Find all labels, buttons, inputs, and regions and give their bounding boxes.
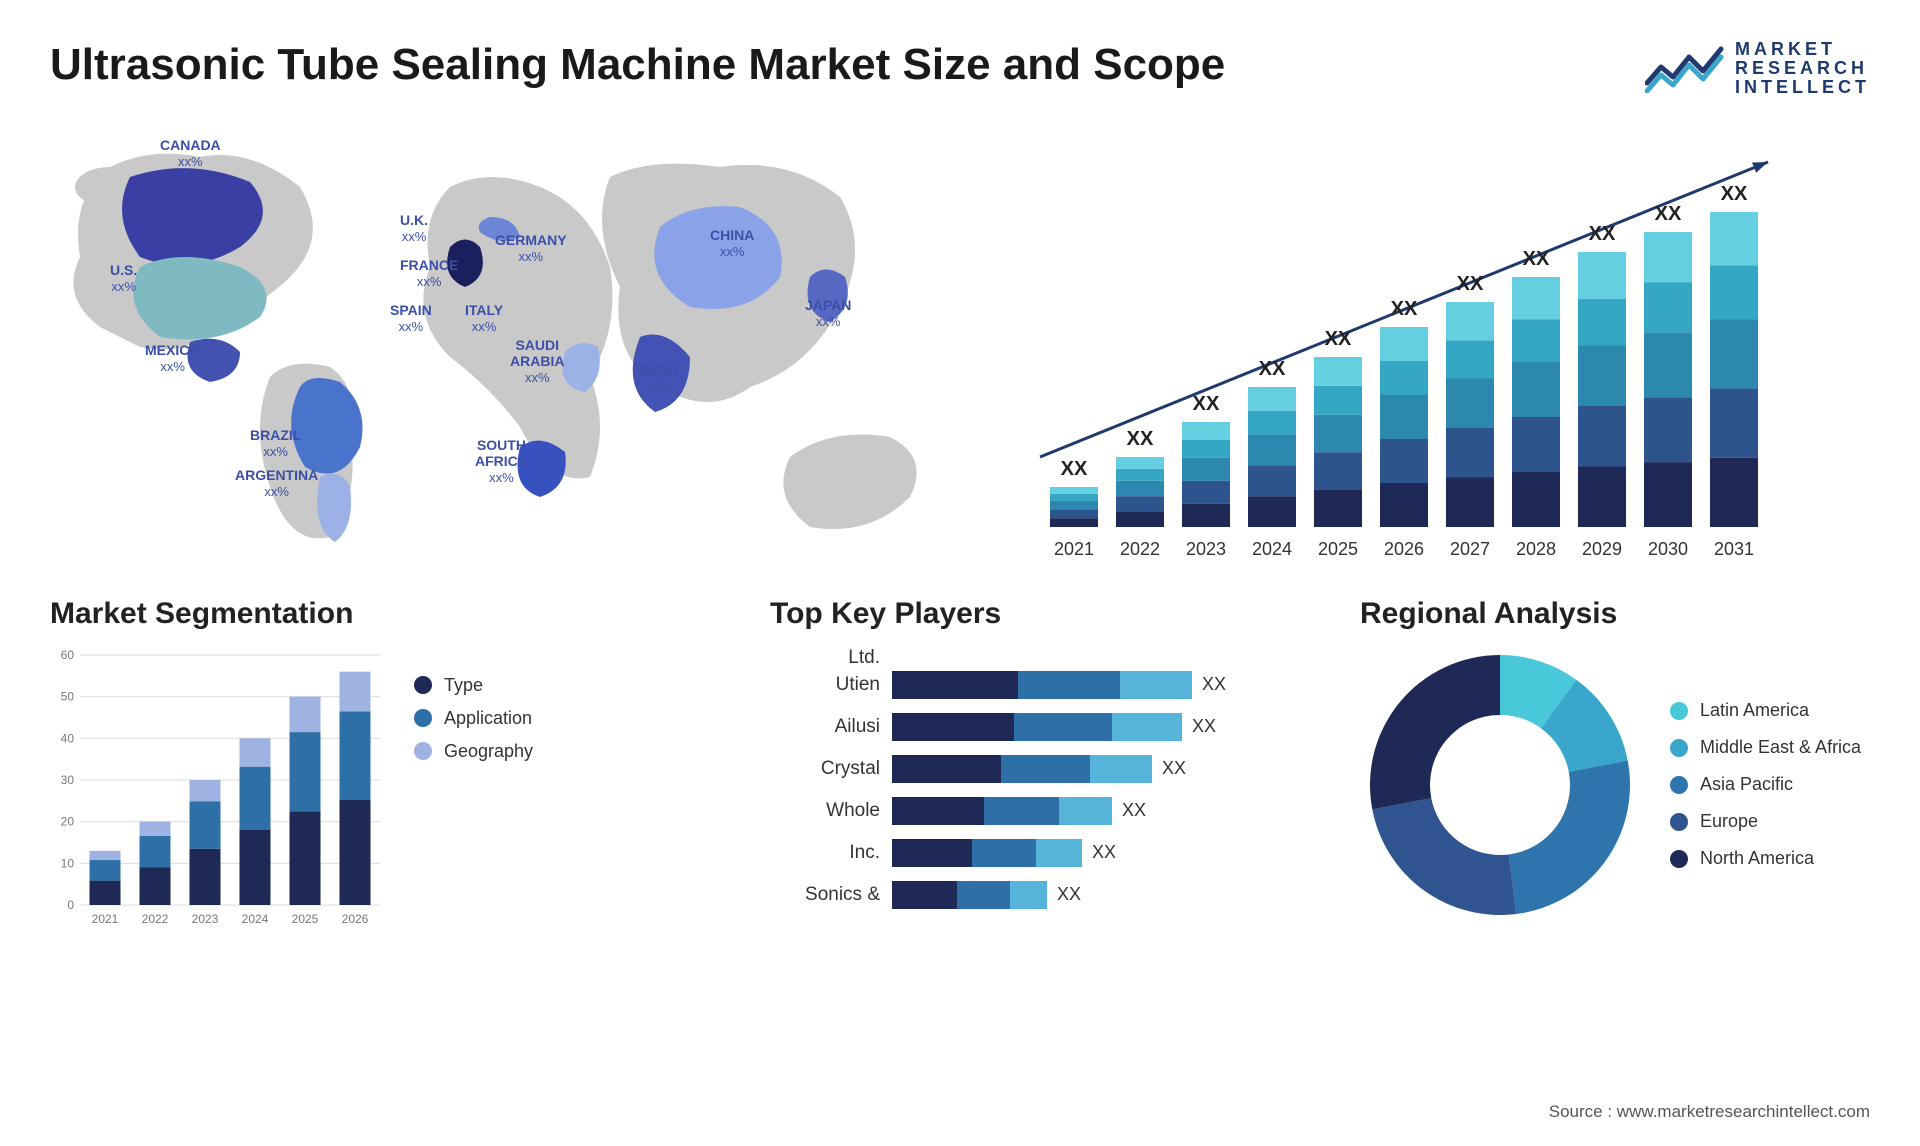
player-labels: Ltd. Utien Ailusi Crystal Whole Inc. Sonics &: [770, 645, 880, 909]
segmentation-title: Market Segmentation: [50, 597, 730, 631]
logo-icon: [1645, 43, 1725, 93]
player-bars: XX XX XX XX XX XX: [892, 645, 1320, 909]
svg-text:2027: 2027: [1450, 539, 1490, 559]
map-label: MEXICOxx%: [145, 342, 200, 375]
region-legend-item: Asia Pacific: [1670, 774, 1861, 795]
map-label: FRANCExx%: [400, 257, 458, 290]
map-label: SAUDIARABIAxx%: [510, 337, 564, 386]
player-label: Inc.: [849, 839, 880, 867]
map-label: U.K.xx%: [400, 212, 428, 245]
map-label: CHINAxx%: [710, 227, 754, 260]
svg-text:XX: XX: [1193, 393, 1220, 415]
map-label: CANADAxx%: [160, 137, 221, 170]
map-label: SPAINxx%: [390, 302, 432, 335]
segmentation-panel: Market Segmentation 0 10 20 30 40 50 60 2021 20…: [50, 597, 730, 935]
svg-text:0: 0: [67, 898, 74, 912]
region-legend-item: North America: [1670, 848, 1861, 869]
page-title: Ultrasonic Tube Sealing Machine Market S…: [50, 40, 1225, 90]
map-label: INDIAxx%: [640, 362, 678, 395]
svg-text:60: 60: [61, 648, 75, 662]
player-bar-row: XX: [892, 881, 1320, 909]
svg-text:2023: 2023: [192, 912, 219, 926]
svg-text:10: 10: [61, 856, 75, 870]
svg-text:XX: XX: [1325, 328, 1352, 350]
brand-logo: MARKET RESEARCH INTELLECT: [1645, 40, 1870, 97]
segmentation-legend-item: Geography: [414, 741, 533, 762]
regional-analysis-panel: Regional Analysis Latin America Middle Ea…: [1360, 597, 1870, 935]
svg-text:2025: 2025: [292, 912, 319, 926]
svg-text:2024: 2024: [242, 912, 269, 926]
svg-text:20: 20: [61, 814, 75, 828]
player-bar-row: XX: [892, 671, 1320, 699]
segmentation-legend-item: Type: [414, 675, 533, 696]
map-label: BRAZILxx%: [250, 427, 301, 460]
players-title: Top Key Players: [770, 597, 1320, 631]
logo-line1: MARKET: [1735, 40, 1870, 59]
segmentation-legend-item: Application: [414, 708, 533, 729]
growth-bar-chart: 2021 XX 2022 XX 2023 XX 2024 XX 2025 XX 2026 XX 2027…: [1010, 127, 1870, 567]
regions-title: Regional Analysis: [1360, 597, 1870, 631]
world-map-panel: CANADAxx% U.S.xx% MEXICOxx% U.K.xx% FRANCExx…: [50, 127, 970, 557]
player-bar-row: XX: [892, 755, 1320, 783]
svg-text:2025: 2025: [1318, 539, 1358, 559]
player-label: Utien: [836, 671, 880, 699]
map-label: JAPANxx%: [805, 297, 851, 330]
regional-donut-chart: [1360, 645, 1640, 925]
svg-text:XX: XX: [1721, 183, 1748, 205]
svg-text:2022: 2022: [142, 912, 169, 926]
svg-text:XX: XX: [1061, 458, 1088, 480]
player-label: Crystal: [821, 755, 880, 783]
map-label: GERMANYxx%: [495, 232, 567, 265]
region-legend-item: Europe: [1670, 811, 1861, 832]
regional-legend: Latin America Middle East & Africa Asia Pa…: [1670, 700, 1861, 869]
region-legend-item: Latin America: [1670, 700, 1861, 721]
svg-text:XX: XX: [1391, 298, 1418, 320]
player-label: Sonics &: [805, 881, 880, 909]
player-bar-row: XX: [892, 839, 1320, 867]
player-header-label: Ltd.: [848, 649, 880, 667]
svg-text:XX: XX: [1127, 428, 1154, 450]
svg-text:30: 30: [61, 773, 75, 787]
svg-text:XX: XX: [1589, 223, 1616, 245]
map-label: ITALYxx%: [465, 302, 503, 335]
svg-text:XX: XX: [1523, 248, 1550, 270]
svg-text:2024: 2024: [1252, 539, 1292, 559]
svg-text:2029: 2029: [1582, 539, 1622, 559]
svg-text:XX: XX: [1457, 273, 1484, 295]
svg-text:2026: 2026: [342, 912, 369, 926]
svg-text:2022: 2022: [1120, 539, 1160, 559]
segmentation-legend: Type Application Geography: [414, 645, 533, 935]
growth-chart-panel: 2021 XX 2022 XX 2023 XX 2024 XX 2025 XX 2026 XX 2027…: [1010, 127, 1870, 557]
logo-line2: RESEARCH: [1735, 59, 1870, 78]
region-legend-item: Middle East & Africa: [1670, 737, 1861, 758]
source-attribution: Source : www.marketresearchintellect.com: [1549, 1102, 1870, 1122]
player-label: Ailusi: [835, 713, 880, 741]
player-bar-row: XX: [892, 797, 1320, 825]
map-label: SOUTHAFRICAxx%: [475, 437, 528, 486]
key-players-panel: Top Key Players Ltd. Utien Ailusi Crystal Wh…: [770, 597, 1320, 935]
svg-text:2023: 2023: [1186, 539, 1226, 559]
segmentation-bar-chart: 0 10 20 30 40 50 60 2021 2022 2023 2024 2025 2026: [50, 645, 390, 935]
player-bar-row: XX: [892, 713, 1320, 741]
svg-text:XX: XX: [1259, 358, 1286, 380]
svg-text:2026: 2026: [1384, 539, 1424, 559]
svg-text:40: 40: [61, 731, 75, 745]
map-label: ARGENTINAxx%: [235, 467, 318, 500]
svg-text:2031: 2031: [1714, 539, 1754, 559]
svg-text:2021: 2021: [92, 912, 119, 926]
svg-text:2028: 2028: [1516, 539, 1556, 559]
player-label: Whole: [826, 797, 880, 825]
logo-line3: INTELLECT: [1735, 78, 1870, 97]
svg-text:50: 50: [61, 689, 75, 703]
svg-text:2021: 2021: [1054, 539, 1094, 559]
svg-text:2030: 2030: [1648, 539, 1688, 559]
svg-text:XX: XX: [1655, 203, 1682, 225]
map-label: U.S.xx%: [110, 262, 137, 295]
